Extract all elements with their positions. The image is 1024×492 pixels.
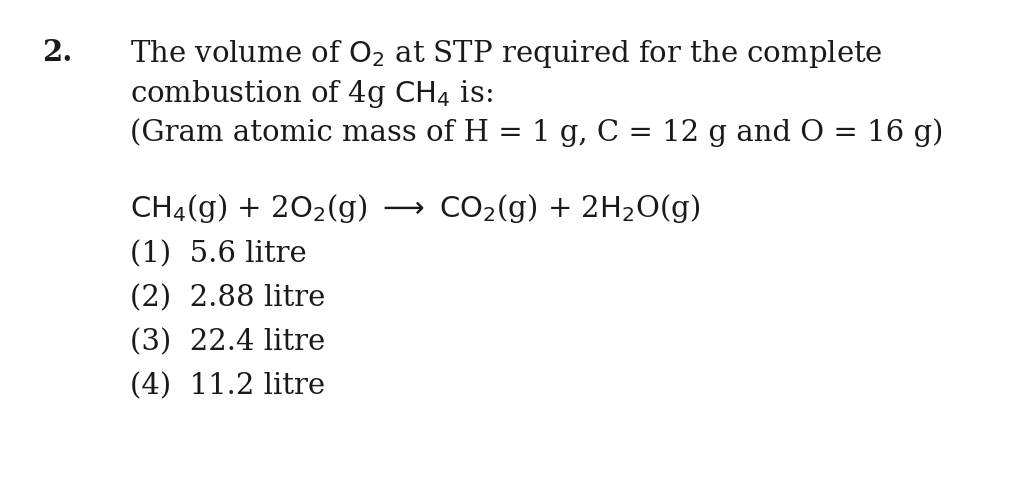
Text: (4)  11.2 litre: (4) 11.2 litre (130, 372, 326, 400)
Text: $\mathrm{CH_4}$(g) + 2$\mathrm{O_2}$(g) $\longrightarrow$ $\mathrm{CO_2}$(g) + 2: $\mathrm{CH_4}$(g) + 2$\mathrm{O_2}$(g) … (130, 192, 700, 225)
Text: combustion of 4g $\mathrm{CH_4}$ is:: combustion of 4g $\mathrm{CH_4}$ is: (130, 78, 493, 110)
Text: The volume of $\mathrm{O_2}$ at STP required for the complete: The volume of $\mathrm{O_2}$ at STP requ… (130, 38, 883, 70)
Text: (Gram atomic mass of H = 1 g, C = 12 g and O = 16 g): (Gram atomic mass of H = 1 g, C = 12 g a… (130, 118, 943, 147)
Text: 2.: 2. (42, 38, 73, 67)
Text: (3)  22.4 litre: (3) 22.4 litre (130, 328, 326, 356)
Text: (1)  5.6 litre: (1) 5.6 litre (130, 240, 307, 268)
Text: (2)  2.88 litre: (2) 2.88 litre (130, 284, 326, 312)
